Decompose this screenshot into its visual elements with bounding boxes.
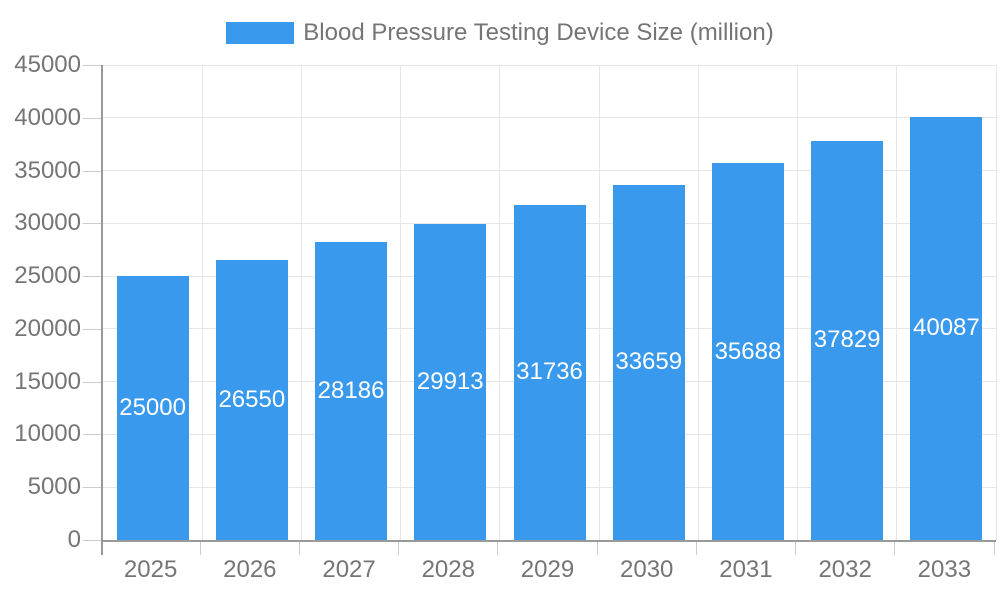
bar[interactable]: 29913 <box>414 224 487 540</box>
x-axis-label: 2031 <box>719 556 773 583</box>
y-axis-tick <box>83 276 101 278</box>
y-axis-label: 45000 <box>14 51 81 78</box>
y-axis-tick <box>83 487 101 489</box>
legend-label: Blood Pressure Testing Device Size (mill… <box>303 19 774 46</box>
gridline-vertical <box>300 65 302 540</box>
y-axis-tick <box>83 117 101 119</box>
x-axis-label: 2027 <box>322 556 376 583</box>
bar[interactable]: 31736 <box>513 205 586 540</box>
y-axis-label: 15000 <box>14 367 81 395</box>
x-axis-label: 2026 <box>223 556 277 583</box>
bar[interactable]: 28186 <box>315 242 388 540</box>
bar-value-label: 40087 <box>913 314 980 342</box>
x-axis-label: 2028 <box>421 556 475 583</box>
y-axis-tick <box>83 65 101 66</box>
y-axis-tick <box>83 328 101 330</box>
y-axis-tick <box>83 381 101 383</box>
x-axis-tick <box>497 542 499 555</box>
bar[interactable]: 33659 <box>612 184 685 540</box>
y-axis-label: 20000 <box>14 314 81 342</box>
y-axis-label: 25000 <box>14 262 81 290</box>
x-axis-tick <box>993 542 995 555</box>
y-axis-label: 40000 <box>14 103 81 131</box>
bar-value-label: 33659 <box>615 348 683 376</box>
gridline-vertical <box>896 65 898 540</box>
gridline-vertical <box>598 65 600 540</box>
gridline-vertical <box>499 65 501 540</box>
bar[interactable]: 25000 <box>116 276 189 540</box>
bar-value-label: 25000 <box>119 394 186 422</box>
gridline-vertical <box>201 65 203 540</box>
legend[interactable]: Blood Pressure Testing Device Size (mill… <box>0 19 1000 47</box>
bar-value-label: 31736 <box>516 358 583 386</box>
x-axis-label: 2025 <box>123 556 178 583</box>
bar[interactable]: 40087 <box>910 116 983 540</box>
gridline-vertical <box>697 65 699 540</box>
plot-area: 25000 26550 28186 29913 31736 33659 35688 37829… <box>101 64 997 542</box>
x-axis-label: 2033 <box>917 556 972 583</box>
y-axis-label: 5000 <box>27 473 81 501</box>
legend-swatch-icon <box>226 22 295 44</box>
y-axis-label: 30000 <box>14 209 81 237</box>
y-axis-label: 0 <box>67 526 81 553</box>
gridline-vertical <box>995 65 997 540</box>
y-axis-label: 35000 <box>14 156 81 184</box>
bar-value-label: 28186 <box>317 377 385 405</box>
bar-value-label: 37829 <box>813 326 881 354</box>
gridline-vertical <box>400 65 402 540</box>
gridline-vertical <box>797 65 799 540</box>
y-axis-tick <box>83 540 101 541</box>
y-axis-label: 10000 <box>14 420 81 448</box>
y-axis-tick <box>83 223 101 225</box>
gridline-horizontal <box>103 170 996 172</box>
bar[interactable]: 35688 <box>711 163 784 540</box>
bar-value-label: 35688 <box>714 337 782 365</box>
x-axis-tick <box>298 542 300 555</box>
gridline-horizontal <box>103 117 996 119</box>
x-axis-tick <box>795 542 797 555</box>
x-axis-tick <box>596 542 598 555</box>
x-axis-tick <box>199 542 201 555</box>
y-axis-tick <box>83 170 101 172</box>
bar-value-label: 29913 <box>416 368 484 396</box>
x-axis-label: 2029 <box>520 556 575 583</box>
x-axis-tick <box>695 542 697 555</box>
gridline-horizontal <box>103 64 996 66</box>
x-axis-tick <box>100 542 103 555</box>
bar[interactable]: 26550 <box>215 259 288 540</box>
bar-value-label: 26550 <box>218 385 286 413</box>
x-axis-label: 2032 <box>818 556 872 583</box>
y-axis-tick <box>83 434 101 436</box>
x-axis-label: 2030 <box>620 556 674 583</box>
x-axis-tick <box>398 542 400 555</box>
x-axis-tick <box>894 542 896 555</box>
bar[interactable]: 37829 <box>811 140 884 540</box>
